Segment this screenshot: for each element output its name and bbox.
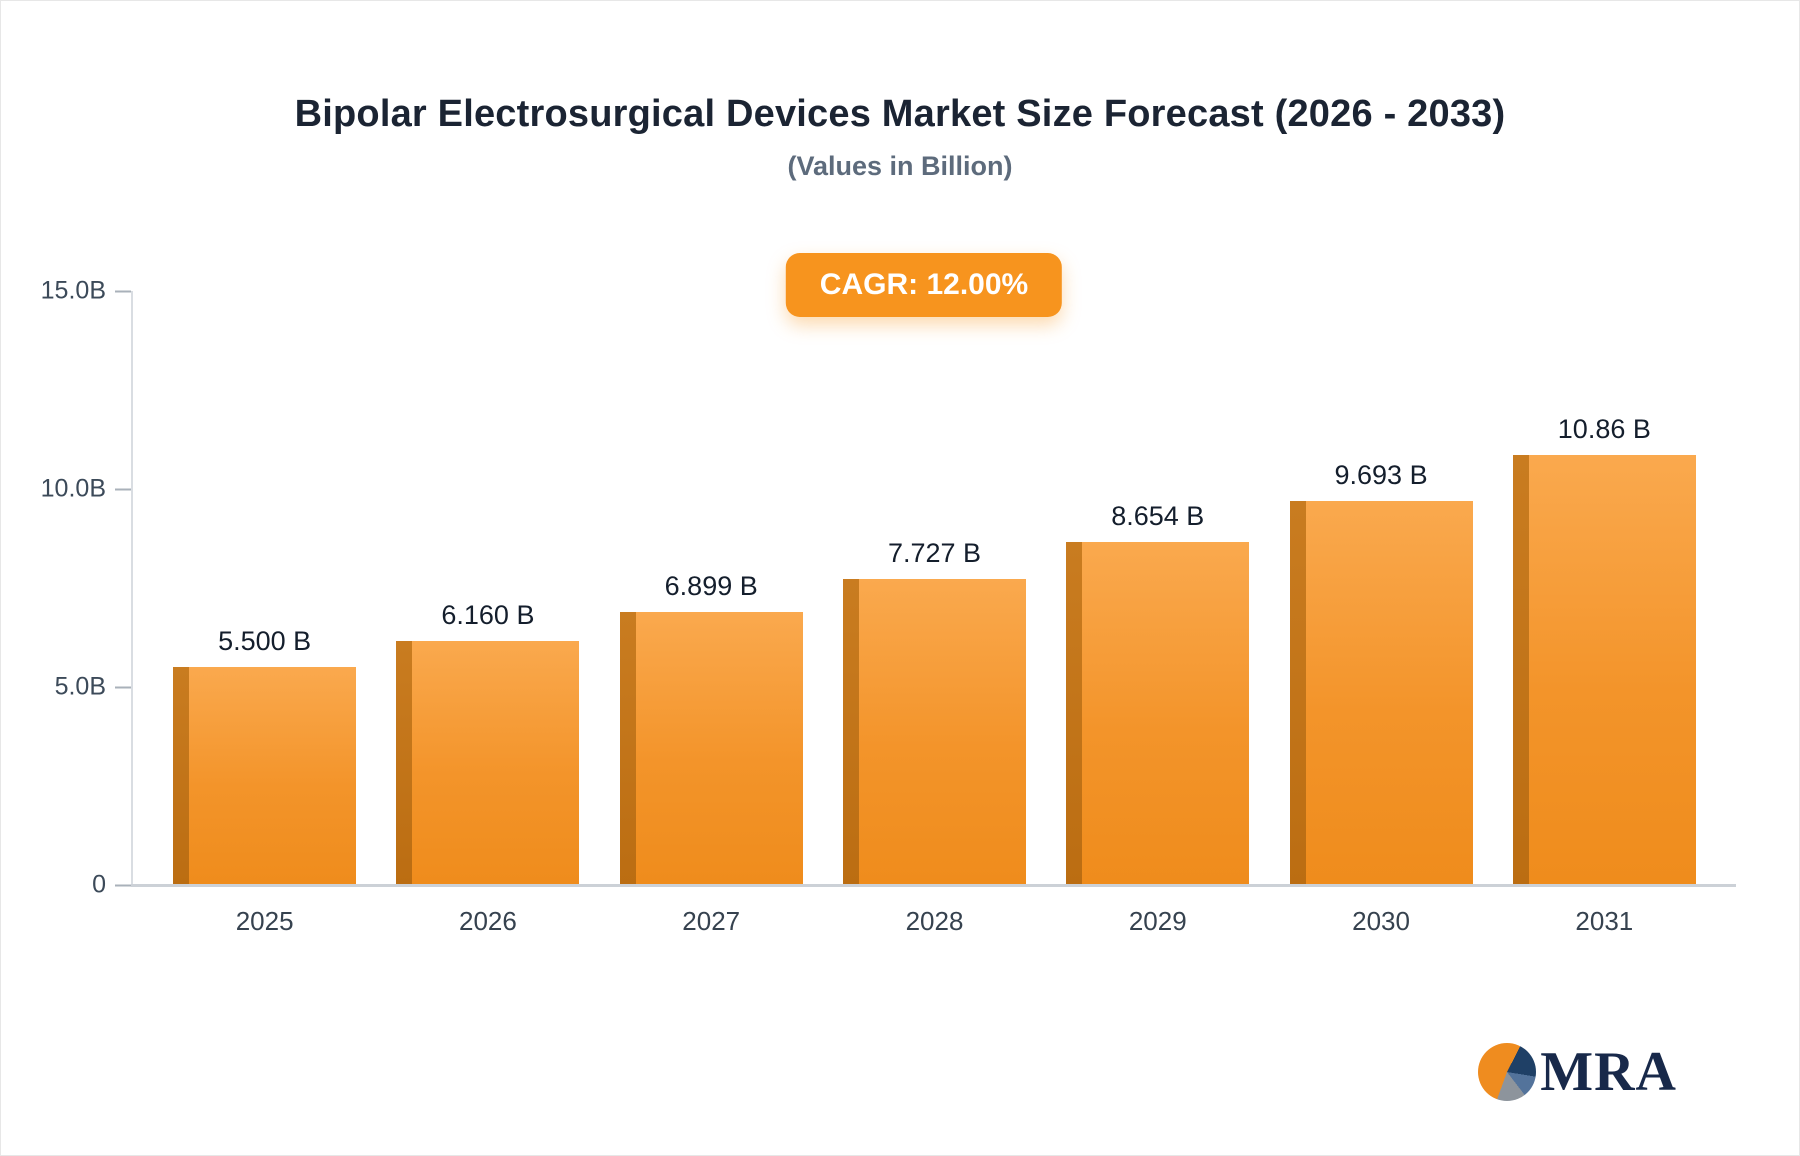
y-tick: 5.0B (55, 673, 131, 702)
bar (173, 667, 357, 885)
bar-side-shade (396, 641, 413, 885)
bar-value-label: 7.727 B (887, 538, 982, 569)
x-axis-label: 2029 (1128, 906, 1187, 936)
bar-column: 9.693 B 2030 (1269, 291, 1492, 936)
x-axis-label: 2025 (235, 906, 294, 936)
bar-value-label: 10.86 B (1557, 413, 1651, 444)
bar-value-label: 8.654 B (1111, 501, 1205, 532)
bar-column: 6.160 B 2026 (376, 291, 599, 936)
bar-side-shade (173, 667, 190, 885)
bar-column: 6.899 B 2027 (600, 291, 823, 936)
bar-side-shade (842, 579, 859, 885)
chart-title: Bipolar Electrosurgical Devices Market S… (294, 93, 1506, 135)
x-axis-label: 2026 (459, 906, 517, 936)
bar-value-label: 6.160 B (441, 600, 535, 631)
y-axis: 15.0B 10.0B 5.0B 0 (41, 277, 131, 899)
y-tick-mark (115, 686, 131, 688)
x-axis-label: 2028 (905, 906, 964, 936)
x-axis-label: 2027 (682, 906, 741, 936)
y-tick: 0 (92, 871, 131, 900)
bars: 5.500 B 2025 6.160 B 2026 6.899 B 2027 7.727 B… (153, 291, 1716, 936)
y-tick: 10.0B (41, 475, 131, 504)
pie-logo-icon (1478, 1043, 1537, 1101)
bar-column: 10.86 B 2031 (1493, 291, 1716, 936)
brand-logo: MRA (1478, 1043, 1677, 1101)
y-tick-mark (115, 488, 131, 490)
bar (1066, 542, 1250, 885)
x-axis-baseline (131, 884, 1736, 887)
bar-side-shade (1066, 542, 1083, 885)
bar (619, 611, 803, 885)
bar-column: 7.727 B 2028 (823, 291, 1046, 936)
cagr-badge: CAGR: 12.00% (785, 253, 1063, 317)
bar-chart: 15.0B 10.0B 5.0B 0 5.500 B 2025 6.160 B 2026 6.… (41, 277, 1746, 936)
bar (842, 579, 1027, 885)
bar-side-shade (619, 611, 636, 885)
y-tick-label: 10.0B (40, 474, 106, 503)
bar-column: 8.654 B 2029 (1046, 291, 1269, 936)
bar-value-label: 6.899 B (664, 570, 758, 601)
y-tick-mark (115, 290, 131, 292)
bar-side-shade (1289, 501, 1306, 885)
x-axis-label: 2031 (1575, 906, 1634, 936)
bar-value-label: 9.693 B (1334, 460, 1428, 491)
plot-area: 5.500 B 2025 6.160 B 2026 6.899 B 2027 7.727 B… (131, 291, 1736, 936)
bar-column: 5.500 B 2025 (153, 291, 376, 936)
x-axis-label: 2030 (1352, 906, 1410, 936)
y-tick-label: 5.0B (54, 672, 106, 701)
bar-side-shade (1512, 454, 1529, 885)
bar (396, 641, 580, 885)
bar (1512, 454, 1696, 885)
y-tick: 15.0B (41, 277, 131, 306)
y-tick-mark (115, 884, 131, 886)
chart-subtitle: (Values in Billion) (787, 151, 1013, 181)
brand-logo-text: MRA (1540, 1041, 1677, 1103)
y-tick-label: 0 (92, 870, 106, 899)
bar (1289, 501, 1473, 885)
y-tick-label: 15.0B (40, 276, 106, 305)
bar-value-label: 5.500 B (218, 626, 312, 657)
